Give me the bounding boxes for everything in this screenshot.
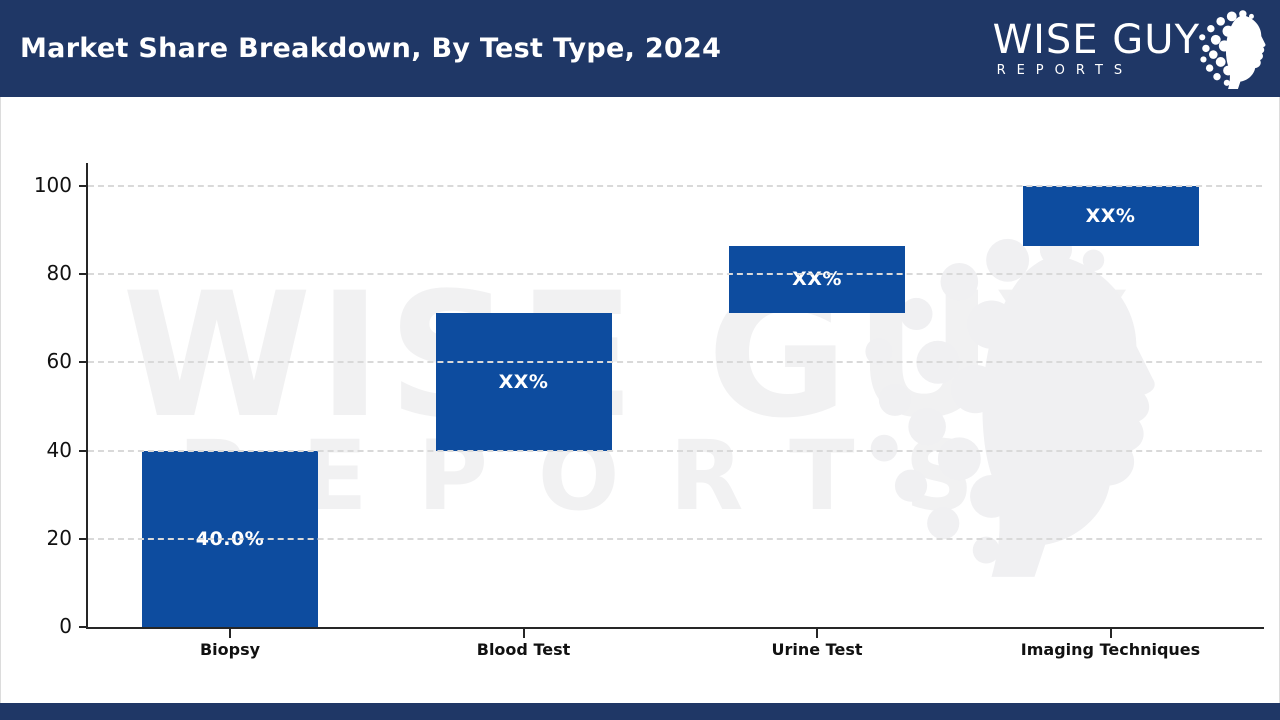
- y-tick-60: [79, 361, 88, 364]
- y-tick-label: 0: [59, 614, 72, 638]
- x-tick-3: [1109, 629, 1112, 638]
- x-tick-1: [522, 629, 525, 638]
- logo-wiseguy-label: WISE GUY: [992, 16, 1200, 63]
- y-tick-20: [79, 537, 88, 540]
- x-tick-2: [816, 629, 818, 638]
- gridline-20: [88, 537, 1262, 540]
- x-tick-label: Imaging Techniques: [1020, 640, 1201, 659]
- footer-bar: [0, 703, 1280, 720]
- bar-value-label: XX%: [792, 268, 842, 291]
- x-tick-label: Blood Test: [476, 640, 571, 659]
- bar-value-label: XX%: [1085, 204, 1136, 227]
- y-tick-80: [79, 273, 88, 276]
- bar-urine-test: XX%: [729, 245, 905, 313]
- header-bar: Market Share Breakdown, By Test Type, 20…: [0, 0, 1280, 97]
- gridline-40: [88, 449, 1262, 452]
- bar-imaging-techniques: XX%: [1022, 186, 1199, 246]
- gridline-80: [88, 273, 1262, 276]
- x-tick-0: [229, 629, 231, 638]
- y-tick-label: 40: [46, 437, 72, 462]
- logo-reports-label: REPORTS: [996, 62, 1134, 78]
- left-border: [0, 97, 1, 703]
- x-axis-line: [86, 627, 1264, 629]
- wiseguy-face-logo-icon: [1199, 9, 1266, 89]
- y-tick-label: 100: [33, 173, 72, 197]
- y-tick-label: 60: [46, 349, 72, 374]
- x-tick-label: Biopsy: [199, 640, 261, 659]
- y-tick-40: [79, 449, 88, 452]
- wiseguy-logo: WISE GUY REPORTS: [993, 9, 1280, 89]
- y-tick-label: 80: [46, 261, 72, 286]
- wiseguy-logo-text: WISE GUY REPORTS: [993, 20, 1200, 78]
- gridline-100: [88, 185, 1262, 187]
- bar-value-label: XX%: [498, 370, 549, 393]
- y-tick-0: [79, 626, 88, 628]
- gridline-60: [88, 361, 1262, 364]
- bar-blood-test: XX%: [435, 313, 612, 451]
- y-axis-line: [86, 163, 88, 629]
- x-tick-label: Urine Test: [771, 640, 863, 659]
- page-title: Market Share Breakdown, By Test Type, 20…: [20, 33, 722, 64]
- y-tick-label: 20: [46, 525, 72, 550]
- y-tick-100: [79, 185, 88, 187]
